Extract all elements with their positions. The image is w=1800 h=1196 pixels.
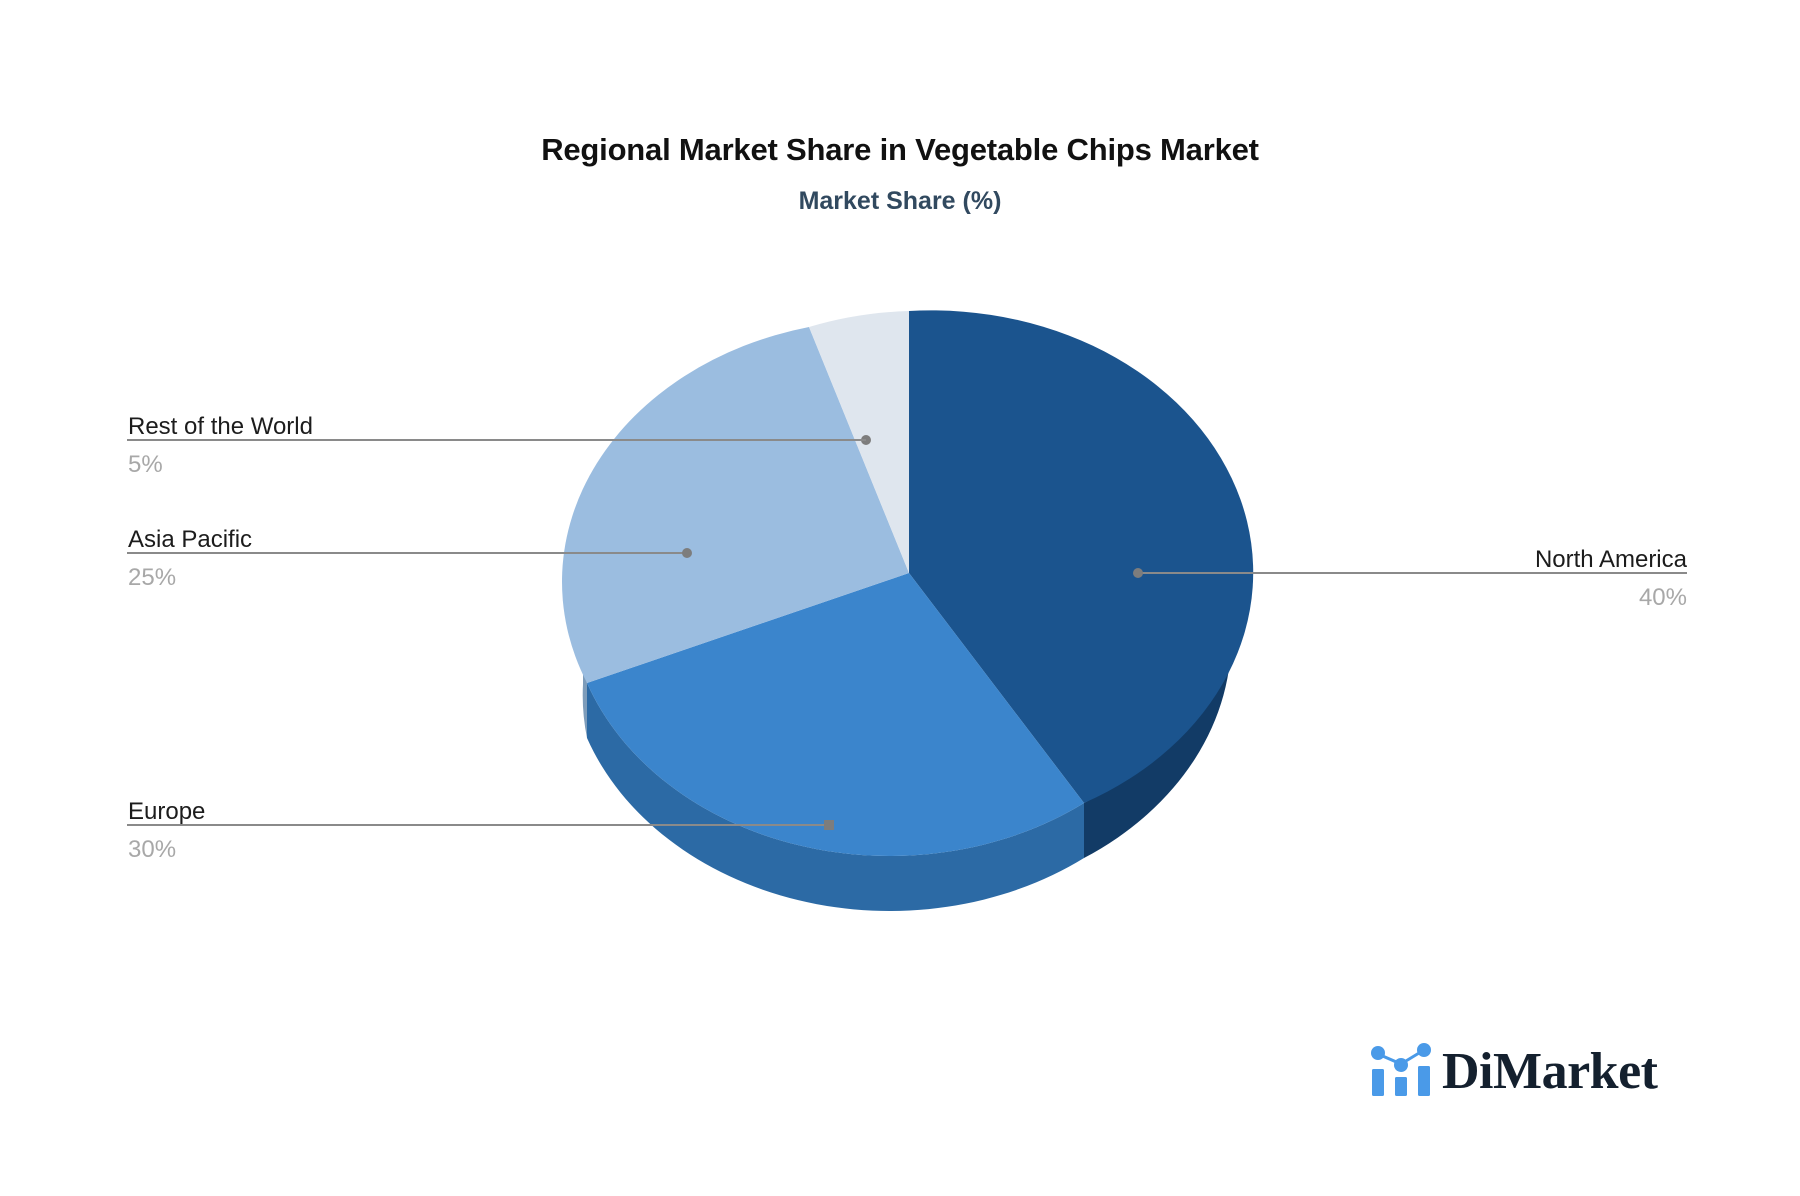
slice-side-north-america <box>1084 573 1232 858</box>
callout-value-europe: 30% <box>128 836 177 863</box>
callout-label-europe: Europe <box>128 798 206 825</box>
callout-label-asia-pacific: Asia Pacific <box>128 526 253 553</box>
callout-asia-pacific: Asia Pacific 25% <box>128 525 252 593</box>
brand-logo: DiMarket <box>1370 1040 1658 1103</box>
leader-dot-europe <box>824 820 834 830</box>
callout-value-rest-of-the-world: 5% <box>128 451 163 478</box>
brand-name: DiMarket <box>1442 1042 1658 1100</box>
callout-value-north-america: 40% <box>1638 584 1687 611</box>
callout-label-rest-of-the-world: Rest of the World <box>128 413 313 440</box>
leader-dot-north-america <box>1133 568 1143 578</box>
chart-title: Regional Market Share in Vegetable Chips… <box>541 132 1259 167</box>
slice-side-europe <box>587 683 1084 911</box>
chart-subtitle: Market Share (%) <box>798 187 1002 215</box>
slice-side-asia-pacific <box>582 629 587 738</box>
pie-top-faces <box>562 310 1254 856</box>
slice-rest-of-the-world[interactable] <box>809 311 909 573</box>
callout-value-asia-pacific: 25% <box>128 564 177 591</box>
callout-rest-of-the-world: Rest of the World 5% <box>128 412 313 480</box>
callout-north-america: North America 40% <box>1287 545 1687 613</box>
leader-dot-asia-pacific <box>682 548 692 558</box>
slice-europe[interactable] <box>587 573 1084 856</box>
callout-europe: Europe 30% <box>128 797 205 865</box>
callout-label-north-america: North America <box>1534 546 1687 573</box>
slice-asia-pacific[interactable] <box>562 327 909 683</box>
pie-3d-side-walls <box>582 573 1232 911</box>
leader-lines <box>127 435 1687 830</box>
slice-north-america[interactable] <box>909 310 1254 803</box>
bar-chart-logo-icon <box>1370 1040 1432 1103</box>
